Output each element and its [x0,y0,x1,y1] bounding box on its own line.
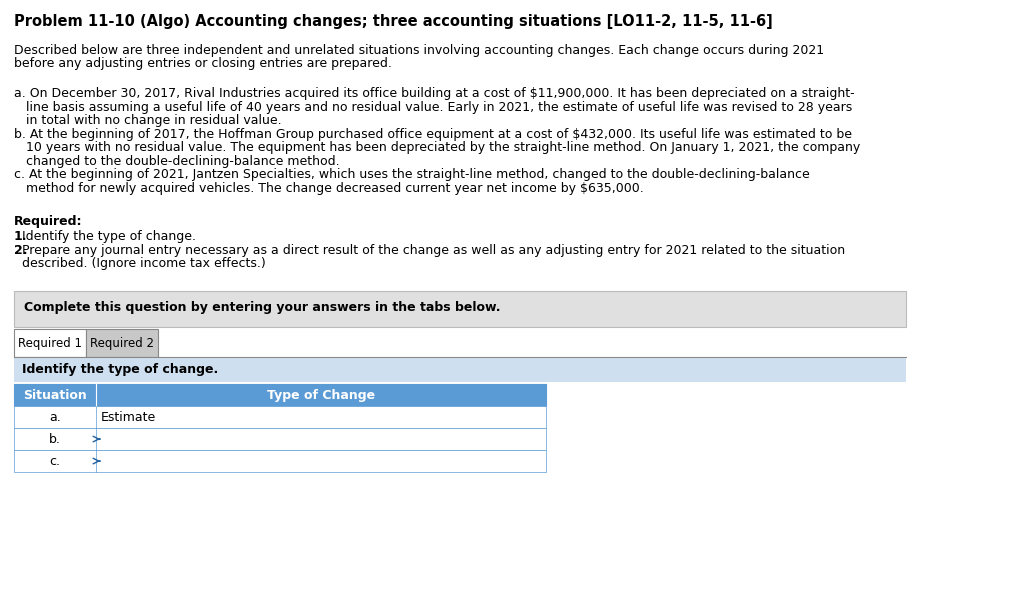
Text: method for newly acquired vehicles. The change decreased current year net income: method for newly acquired vehicles. The … [14,182,644,195]
Text: 1.: 1. [14,230,28,243]
Text: Required:: Required: [14,216,83,229]
Text: Complete this question by entering your answers in the tabs below.: Complete this question by entering your … [24,301,500,314]
Text: 2.: 2. [14,244,28,257]
Text: Described below are three independent and unrelated situations involving account: Described below are three independent an… [14,44,824,57]
Bar [14,406,546,428]
Text: Type of Change: Type of Change [267,389,375,402]
Bar [14,428,546,450]
Bar [14,291,906,327]
Text: Identify the type of change.: Identify the type of change. [22,363,218,376]
Text: Identify the type of change.: Identify the type of change. [22,230,196,243]
Text: 10 years with no residual value. The equipment has been depreciated by the strai: 10 years with no residual value. The equ… [14,141,860,154]
Text: described. (Ignore income tax effects.): described. (Ignore income tax effects.) [22,257,266,270]
Bar [14,450,546,472]
Bar [14,358,906,382]
Text: Prepare any journal entry necessary as a direct result of the change as well as : Prepare any journal entry necessary as a… [22,244,845,257]
Text: Situation: Situation [23,389,87,402]
Text: Required 1: Required 1 [18,337,82,350]
Text: a. On December 30, 2017, Rival Industries acquired its office building at a cost: a. On December 30, 2017, Rival Industrie… [14,87,855,100]
Text: Problem 11-10 (Algo) Accounting changes; three accounting situations [LO11-2, 11: Problem 11-10 (Algo) Accounting changes;… [14,14,772,29]
Text: c.: c. [50,455,60,468]
Bar [86,329,158,357]
Text: b.: b. [49,433,61,446]
Text: Estimate: Estimate [101,411,156,424]
Text: b. At the beginning of 2017, the Hoffman Group purchased office equipment at a c: b. At the beginning of 2017, the Hoffman… [14,128,852,140]
Text: c. At the beginning of 2021, Jantzen Specialties, which uses the straight-line m: c. At the beginning of 2021, Jantzen Spe… [14,168,810,181]
Text: in total with no change in residual value.: in total with no change in residual valu… [14,114,281,127]
Text: a.: a. [49,411,61,424]
Bar [14,329,86,357]
Bar [14,384,546,406]
Text: before any adjusting entries or closing entries are prepared.: before any adjusting entries or closing … [14,57,392,70]
Text: changed to the double-declining-balance method.: changed to the double-declining-balance … [14,155,339,168]
Text: line basis assuming a useful life of 40 years and no residual value. Early in 20: line basis assuming a useful life of 40 … [14,100,852,114]
Text: Required 2: Required 2 [90,337,154,350]
